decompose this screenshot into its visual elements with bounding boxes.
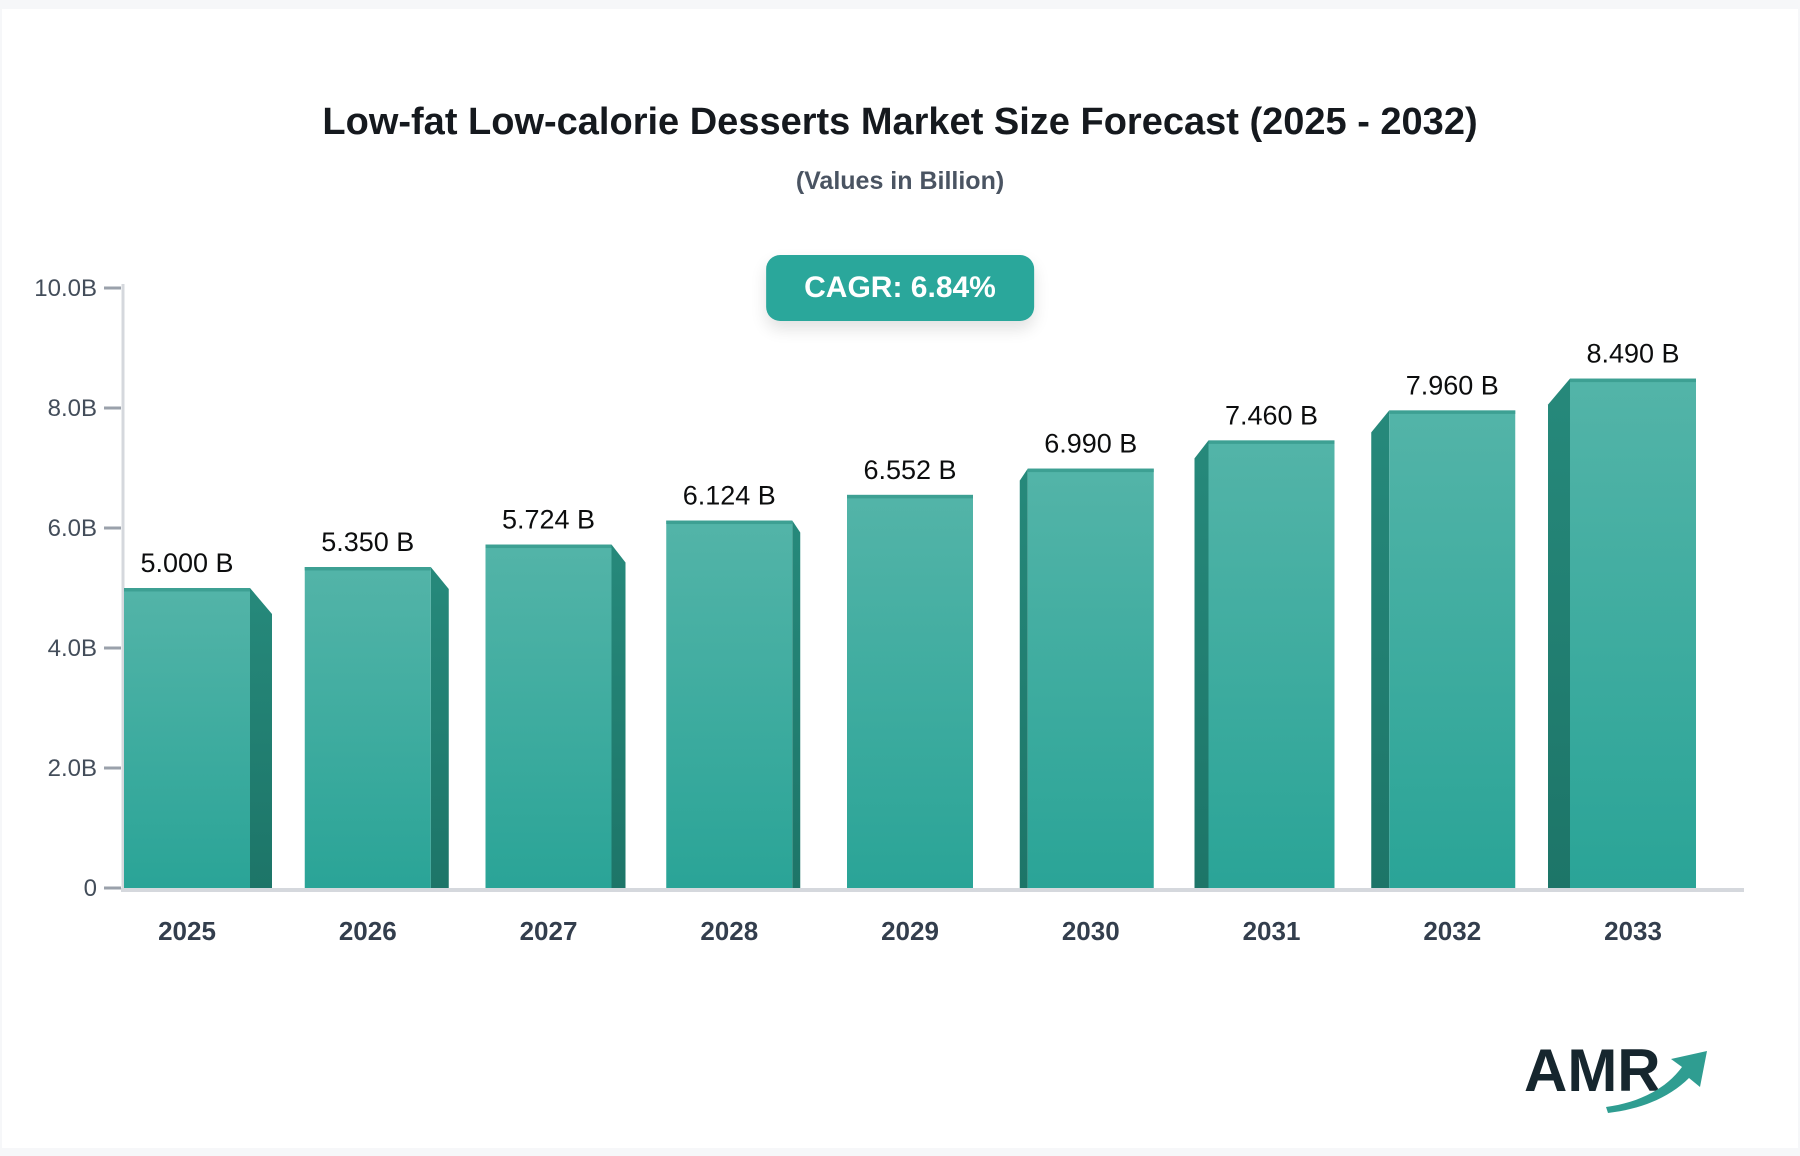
page-title: Low-fat Low-calorie Desserts Market Size…	[322, 101, 1478, 143]
x-axis-label: 2032	[1423, 916, 1481, 946]
logo-text: AMR	[1524, 1037, 1661, 1104]
bar-top-edge	[847, 494, 973, 499]
bar-group	[847, 494, 973, 888]
y-tick-label: 6.0B	[48, 515, 97, 542]
x-axis-label: 2027	[520, 916, 578, 946]
growth-arrow-icon	[1606, 1051, 1707, 1113]
y-tick-label: 0	[84, 875, 97, 902]
amr-logo: AMR	[1514, 1027, 1754, 1117]
bar-group	[1371, 410, 1516, 888]
bar-3d-side	[250, 588, 272, 888]
bar-3d-side	[430, 567, 449, 888]
bar-top-edge	[1208, 440, 1335, 444]
bar-group	[666, 520, 801, 888]
x-axis-label: 2031	[1243, 916, 1301, 946]
y-tick-label: 10.0B	[34, 275, 97, 302]
bar	[1570, 378, 1696, 888]
x-axis-label: 2025	[158, 916, 216, 946]
bar-value-label: 5.350 B	[321, 527, 414, 557]
chart-subtitle: (Values in Billion)	[795, 167, 1005, 195]
bar-top-edge	[1570, 378, 1696, 383]
bar-group	[1548, 378, 1696, 888]
bar-top-edge	[1389, 410, 1516, 414]
bar-3d-side	[611, 544, 626, 888]
y-tick-label: 8.0B	[48, 395, 97, 422]
bar-group	[1194, 440, 1335, 888]
bar-top-edge	[124, 588, 250, 592]
x-axis-label: 2033	[1604, 916, 1662, 946]
bar-value-label: 6.124 B	[683, 481, 776, 511]
amr-logo-svg: AMR	[1524, 1037, 1707, 1113]
bar-group	[485, 544, 626, 888]
chart-card: Low-fat Low-calorie Desserts Market Size…	[2, 9, 1798, 1148]
bar-3d-side	[1371, 410, 1390, 888]
x-axis-label: 2028	[700, 916, 758, 946]
x-axis-label: 2026	[339, 916, 397, 946]
y-tick-label: 4.0B	[48, 635, 97, 662]
bar-top-edge	[485, 544, 612, 549]
bar-top-edge	[1027, 468, 1154, 473]
bar-group	[1019, 468, 1154, 888]
bar	[1208, 440, 1335, 888]
bar-3d-side	[1019, 468, 1028, 888]
bar	[1389, 410, 1516, 888]
bar	[124, 588, 250, 888]
x-axis-label: 2030	[1062, 916, 1120, 946]
bar	[847, 494, 973, 888]
bar-group	[124, 588, 272, 888]
bar	[304, 567, 431, 888]
y-tick-label: 2.0B	[48, 755, 97, 782]
bar-3d-side	[1194, 440, 1209, 888]
cagr-badge: CAGR: 6.84%	[766, 255, 1034, 321]
bar-3d-side	[1548, 378, 1570, 888]
bar-3d-side	[792, 520, 801, 888]
bar-value-label: 5.000 B	[140, 548, 233, 578]
bar-chart: 0 2.0B 4.0B 6.0B 8.0B 10.0B 5.000 B 2025 5.350 B…	[34, 275, 1744, 946]
bar-value-label: 7.460 B	[1225, 400, 1318, 430]
bar-group	[304, 567, 449, 888]
bar-value-label: 6.990 B	[1044, 429, 1137, 459]
bar-value-label: 6.552 B	[863, 455, 956, 485]
bar-top-edge	[666, 520, 793, 525]
bar	[666, 520, 793, 888]
bar-value-label: 5.724 B	[502, 505, 595, 535]
bar-top-edge	[304, 567, 431, 571]
bar-value-label: 7.960 B	[1406, 370, 1499, 400]
x-axis-label: 2029	[881, 916, 939, 946]
bar	[1027, 468, 1154, 888]
bar	[485, 544, 612, 888]
bar-value-label: 8.490 B	[1586, 339, 1679, 369]
